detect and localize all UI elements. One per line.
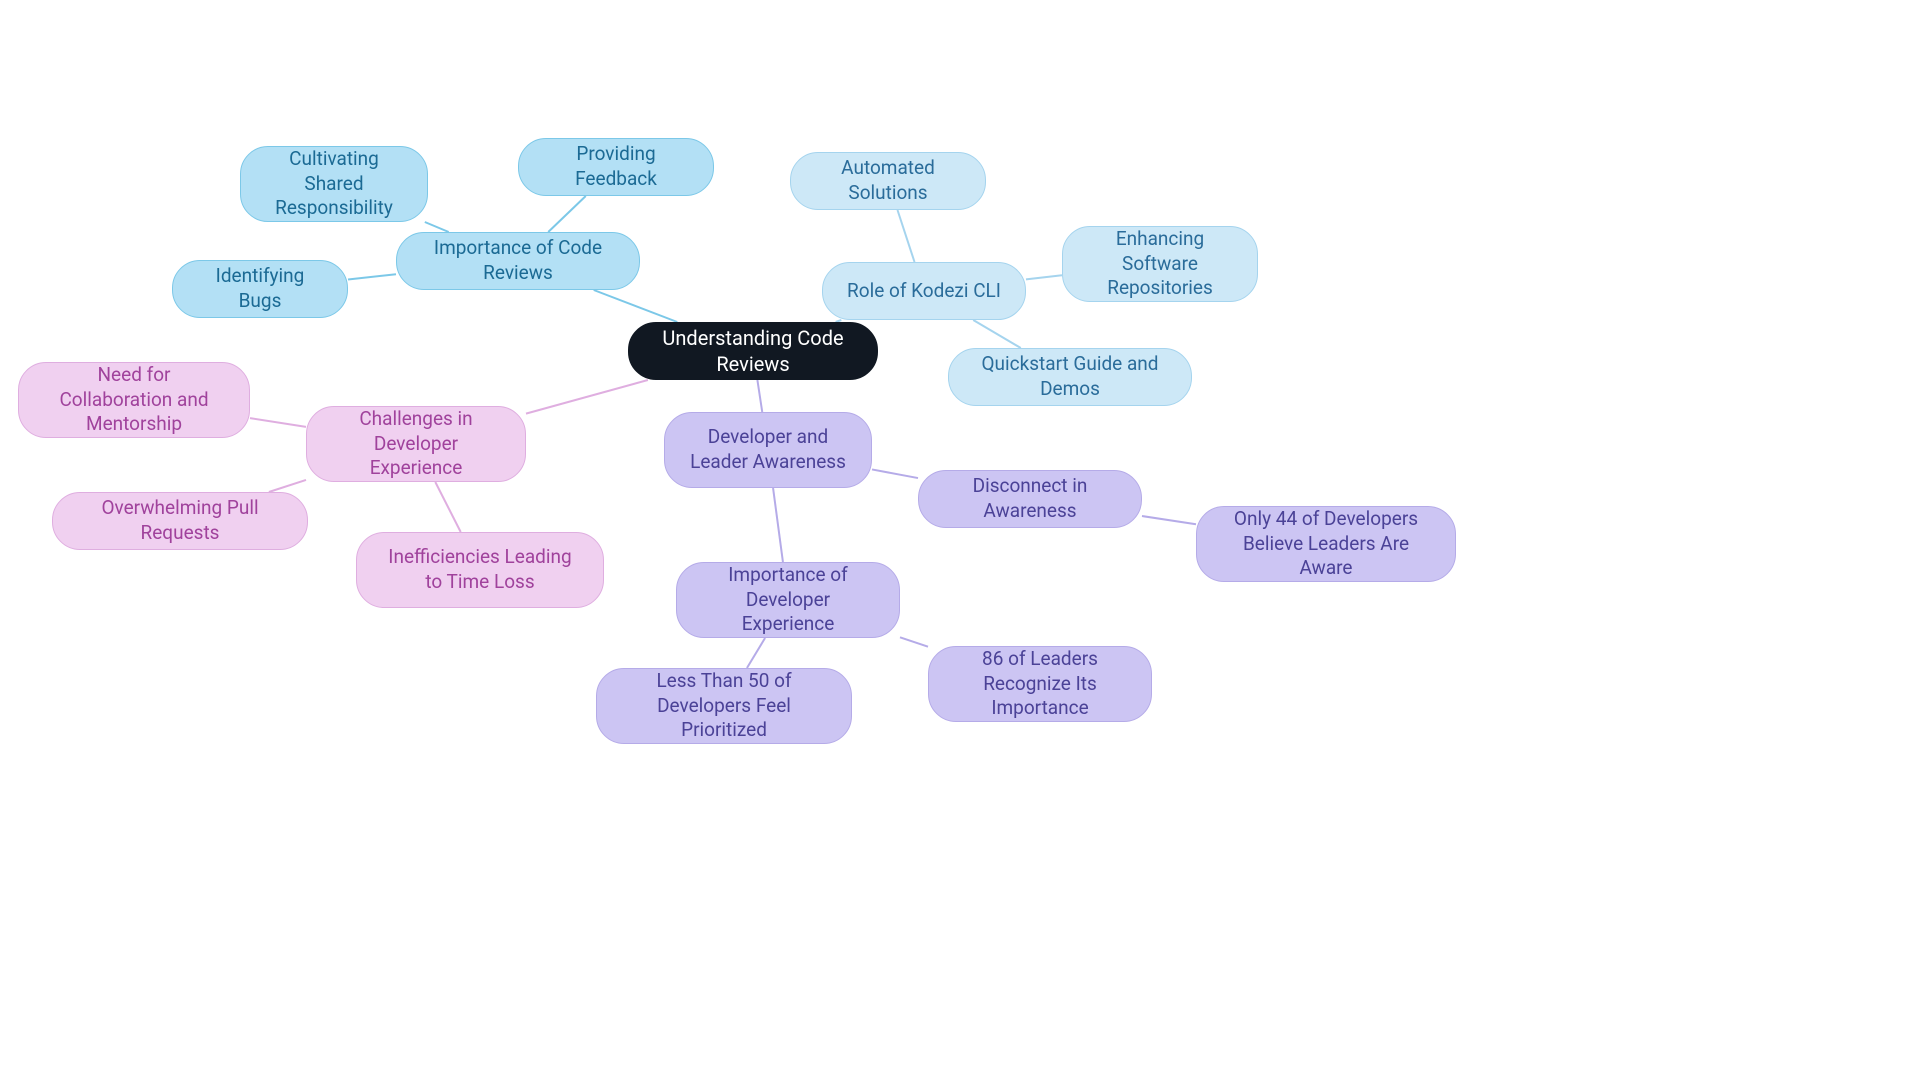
node-impdev: Importance of Developer Experience: [676, 562, 900, 638]
node-quickstart: Quickstart Guide and Demos: [948, 348, 1192, 406]
node-automated: Automated Solutions: [790, 152, 986, 210]
node-disconnect: Disconnect in Awareness: [918, 470, 1142, 528]
node-overwhelming: Overwhelming Pull Requests: [52, 492, 308, 550]
node-awareness: Developer and Leader Awareness: [664, 412, 872, 488]
node-enhancing: Enhancing Software Repositories: [1062, 226, 1258, 302]
node-cultivating: Cultivating Shared Responsibility: [240, 146, 428, 222]
node-challenges: Challenges in Developer Experience: [306, 406, 526, 482]
node-role: Role of Kodezi CLI: [822, 262, 1026, 320]
node-feedback: Providing Feedback: [518, 138, 714, 196]
node-less50: Less Than 50 of Developers Feel Prioriti…: [596, 668, 852, 744]
node-root: Understanding Code Reviews: [628, 322, 878, 380]
node-inefficiencies: Inefficiencies Leading to Time Loss: [356, 532, 604, 608]
mindmap-canvas: Understanding Code Reviews Importance of…: [0, 0, 1920, 1083]
node-importance: Importance of Code Reviews: [396, 232, 640, 290]
node-86leaders: 86 of Leaders Recognize Its Importance: [928, 646, 1152, 722]
node-collab: Need for Collaboration and Mentorship: [18, 362, 250, 438]
node-bugs: Identifying Bugs: [172, 260, 348, 318]
node-only44: Only 44 of Developers Believe Leaders Ar…: [1196, 506, 1456, 582]
